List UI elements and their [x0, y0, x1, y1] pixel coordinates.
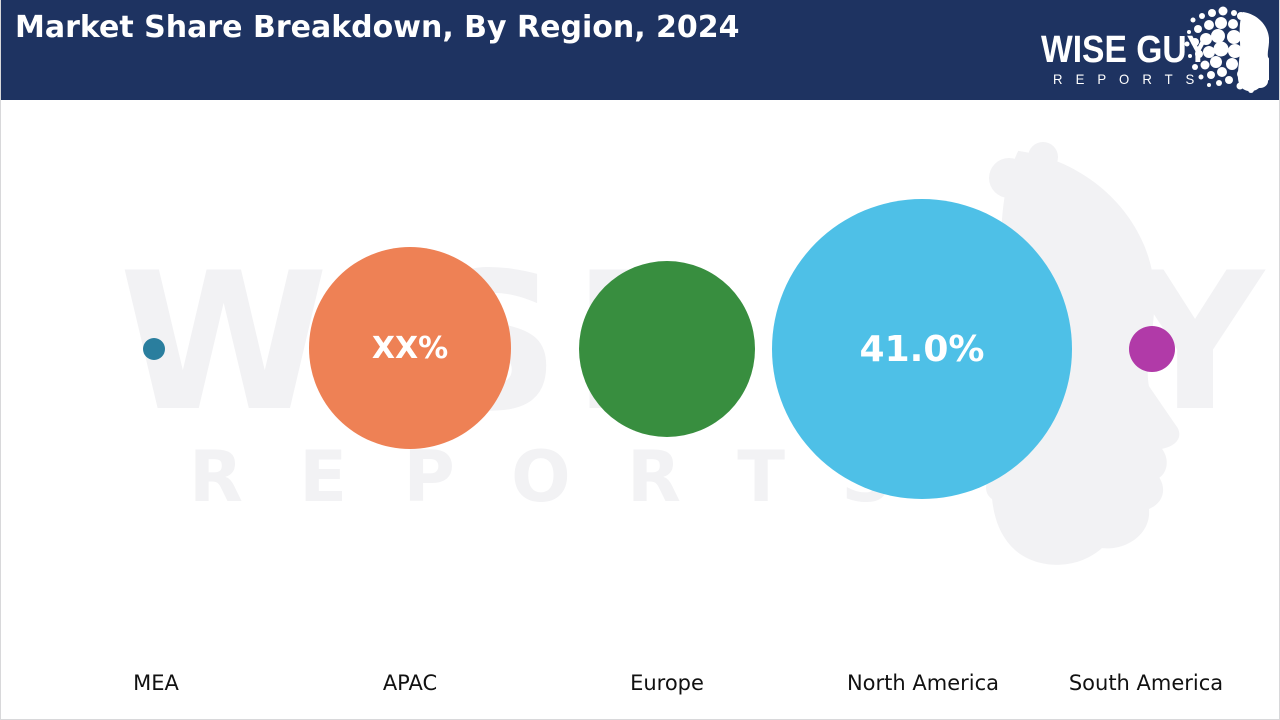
page-title: Market Share Breakdown, By Region, 2024	[15, 10, 740, 45]
bubble-south-america	[1129, 326, 1175, 372]
bubble-value-north-america: 41.0%	[859, 328, 985, 370]
category-label-mea: MEA	[133, 671, 179, 695]
logo-wordmark: WISE GUY	[1041, 29, 1209, 71]
bubble-mea	[143, 338, 165, 360]
logo-reports: R E P O R T S	[1053, 71, 1199, 87]
category-label-north-america: North America	[846, 671, 1000, 695]
bubble-value-apac: XX%	[371, 330, 449, 366]
bubble-apac: XX%	[309, 247, 511, 449]
bubble-europe	[579, 261, 755, 437]
wiseguy-logo: WISE GUY R E P O R T S	[1041, 6, 1269, 93]
watermark-reports: R E P O R T S	[189, 436, 908, 518]
category-label-south-america: South America	[1068, 671, 1224, 695]
bubble-north-america: 41.0%	[772, 199, 1072, 499]
category-label-apac: APAC	[382, 671, 438, 695]
logo-face-icon	[1237, 12, 1269, 92]
header-bar: Market Share Breakdown, By Region, 2024 …	[1, 0, 1279, 100]
category-label-europe: Europe	[630, 671, 704, 695]
